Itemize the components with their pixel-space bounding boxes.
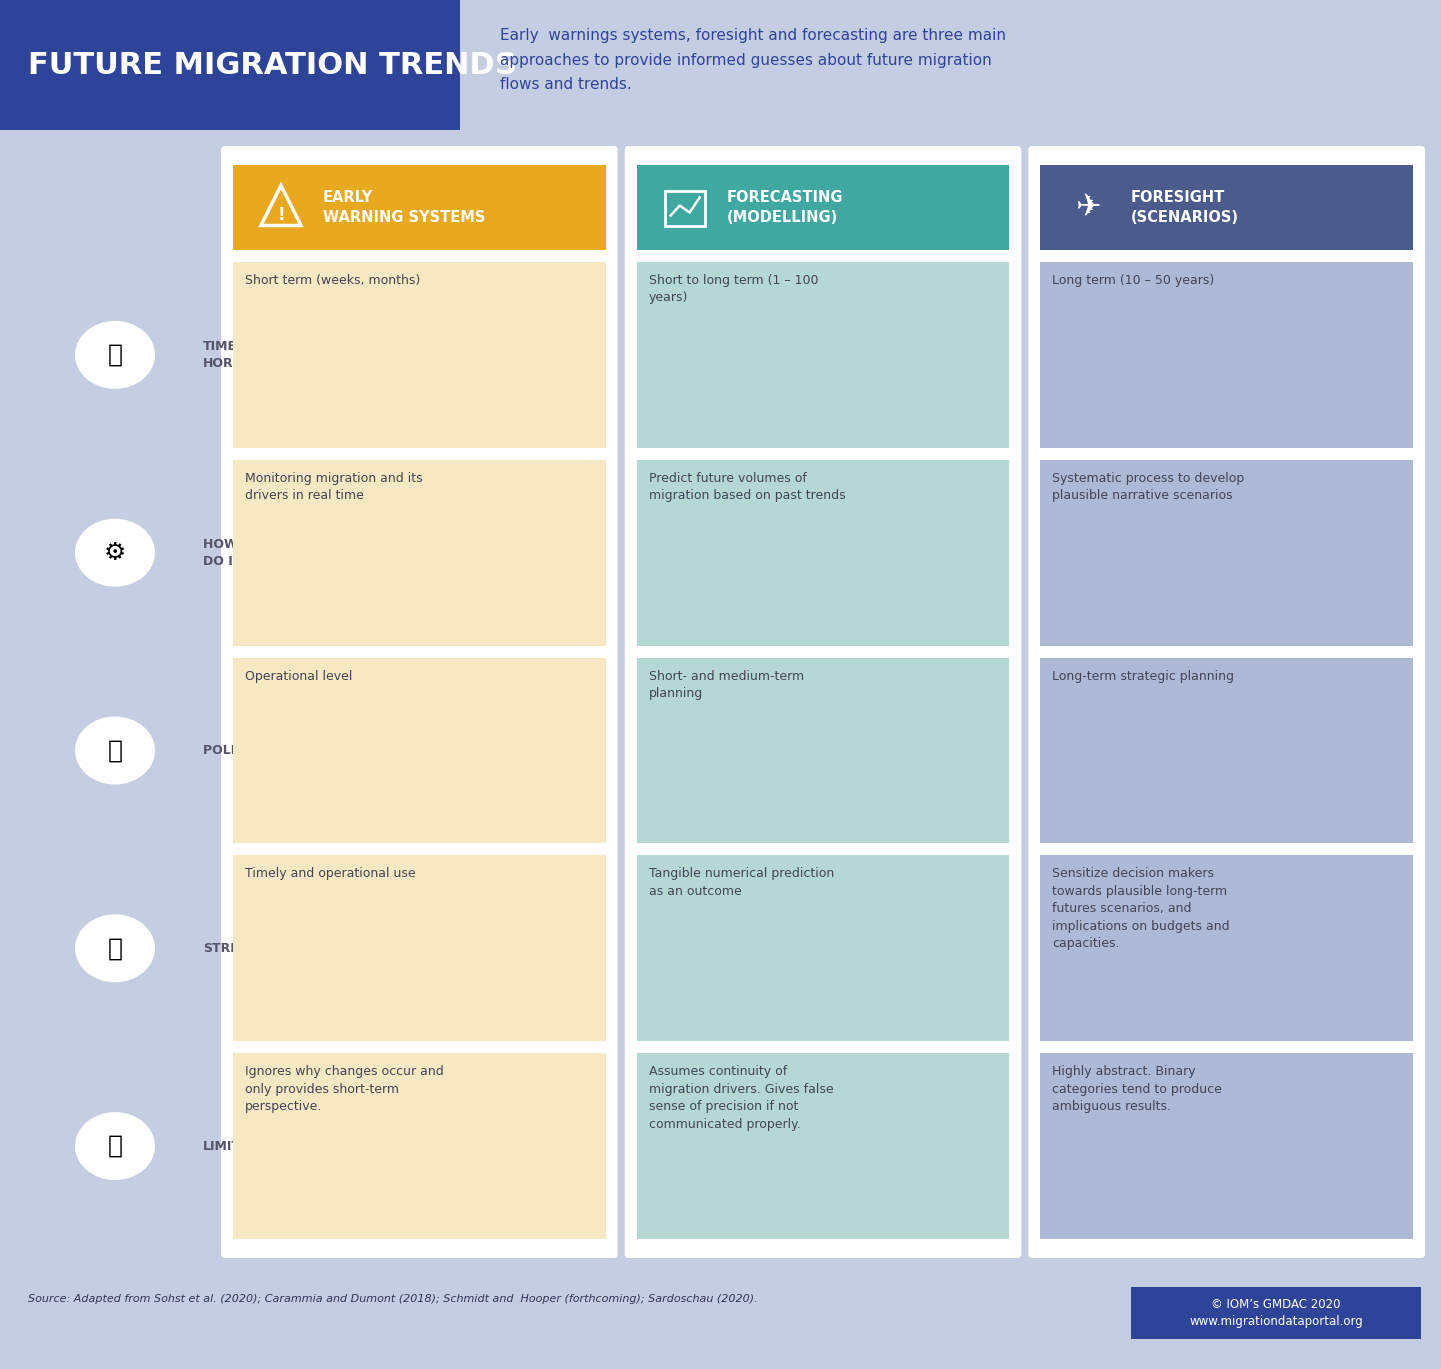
Text: Tangible numerical prediction
as an outcome: Tangible numerical prediction as an outc… xyxy=(648,868,834,898)
Text: Ignores why changes occur and
only provides short-term
perspective.: Ignores why changes occur and only provi… xyxy=(245,1065,444,1113)
FancyBboxPatch shape xyxy=(1040,166,1414,251)
Text: Predict future volumes of
migration based on past trends: Predict future volumes of migration base… xyxy=(648,472,846,502)
FancyBboxPatch shape xyxy=(637,261,1009,448)
Text: Sensitize decision makers
towards plausible long-term
futures scenarios, and
imp: Sensitize decision makers towards plausi… xyxy=(1052,868,1231,950)
Text: STRENGTHS: STRENGTHS xyxy=(203,942,287,954)
Text: Assumes continuity of
migration drivers. Gives false
sense of precision if not
c: Assumes continuity of migration drivers.… xyxy=(648,1065,833,1131)
Ellipse shape xyxy=(75,519,156,587)
Text: 📋: 📋 xyxy=(108,738,122,763)
FancyBboxPatch shape xyxy=(0,0,460,130)
FancyBboxPatch shape xyxy=(233,657,605,843)
Text: LIMITATIONS: LIMITATIONS xyxy=(203,1139,291,1153)
FancyBboxPatch shape xyxy=(233,261,605,448)
Text: ⚙: ⚙ xyxy=(104,541,127,564)
Text: 🚧: 🚧 xyxy=(108,1134,122,1158)
Text: Highly abstract. Binary
categories tend to produce
ambiguous results.: Highly abstract. Binary categories tend … xyxy=(1052,1065,1222,1113)
Text: Monitoring migration and its
drivers in real time: Monitoring migration and its drivers in … xyxy=(245,472,422,502)
Text: HOW TO
DO IT?: HOW TO DO IT? xyxy=(203,538,261,568)
Text: © IOM’s GMDAC 2020
www.migrationdataportal.org: © IOM’s GMDAC 2020 www.migrationdataport… xyxy=(1189,1298,1363,1328)
FancyBboxPatch shape xyxy=(233,166,605,251)
FancyBboxPatch shape xyxy=(637,166,1009,251)
FancyBboxPatch shape xyxy=(1040,460,1414,646)
FancyBboxPatch shape xyxy=(637,460,1009,646)
Text: Long term (10 – 50 years): Long term (10 – 50 years) xyxy=(1052,274,1215,287)
Text: ✈: ✈ xyxy=(1075,193,1101,222)
Text: !: ! xyxy=(277,207,285,225)
FancyBboxPatch shape xyxy=(1029,146,1425,1258)
Text: EARLY
WARNING SYSTEMS: EARLY WARNING SYSTEMS xyxy=(323,189,486,226)
FancyBboxPatch shape xyxy=(637,1053,1009,1239)
FancyBboxPatch shape xyxy=(1040,261,1414,448)
Text: Systematic process to develop
plausible narrative scenarios: Systematic process to develop plausible … xyxy=(1052,472,1245,502)
Ellipse shape xyxy=(75,716,156,784)
Text: Short- and medium-term
planning: Short- and medium-term planning xyxy=(648,669,804,700)
Text: Long-term strategic planning: Long-term strategic planning xyxy=(1052,669,1235,683)
FancyBboxPatch shape xyxy=(1040,657,1414,843)
FancyBboxPatch shape xyxy=(624,146,1022,1258)
FancyBboxPatch shape xyxy=(220,146,618,1258)
Text: Short to long term (1 – 100
years): Short to long term (1 – 100 years) xyxy=(648,274,818,304)
Text: FORESIGHT
(SCENARIOS): FORESIGHT (SCENARIOS) xyxy=(1130,189,1238,226)
FancyBboxPatch shape xyxy=(1040,1053,1414,1239)
Ellipse shape xyxy=(75,320,156,389)
Text: Source: Adapted from Sohst et al. (2020); Carammia and Dumont (2018); Schmidt an: Source: Adapted from Sohst et al. (2020)… xyxy=(27,1294,758,1305)
FancyBboxPatch shape xyxy=(233,460,605,646)
FancyBboxPatch shape xyxy=(637,657,1009,843)
Text: FORECASTING
(MODELLING): FORECASTING (MODELLING) xyxy=(726,189,843,226)
Text: TIME
HORIZON: TIME HORIZON xyxy=(203,340,268,370)
FancyBboxPatch shape xyxy=(1040,856,1414,1042)
Ellipse shape xyxy=(75,1112,156,1180)
Text: FUTURE MIGRATION TRENDS: FUTURE MIGRATION TRENDS xyxy=(27,51,517,79)
FancyBboxPatch shape xyxy=(233,856,605,1042)
Text: ⏱: ⏱ xyxy=(108,342,122,367)
Text: POLICY USE: POLICY USE xyxy=(203,743,285,757)
Text: Short term (weeks, months): Short term (weeks, months) xyxy=(245,274,421,287)
Ellipse shape xyxy=(75,914,156,983)
Text: Early  warnings systems, foresight and forecasting are three main
approaches to : Early warnings systems, foresight and fo… xyxy=(500,27,1006,92)
FancyBboxPatch shape xyxy=(1131,1287,1421,1339)
Text: Timely and operational use: Timely and operational use xyxy=(245,868,415,880)
FancyBboxPatch shape xyxy=(233,1053,605,1239)
FancyBboxPatch shape xyxy=(637,856,1009,1042)
Text: 🎯: 🎯 xyxy=(108,936,122,960)
Text: Operational level: Operational level xyxy=(245,669,353,683)
